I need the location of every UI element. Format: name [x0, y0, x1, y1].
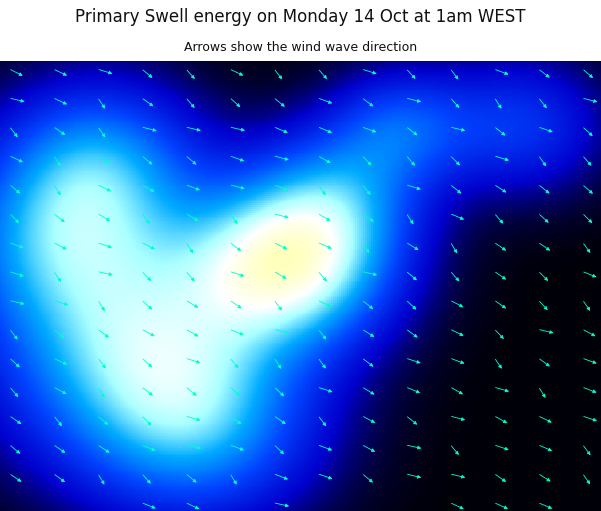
Text: Primary Swell energy on Monday 14 Oct at 1am WEST: Primary Swell energy on Monday 14 Oct at…: [75, 8, 526, 26]
Text: Arrows show the wind wave direction: Arrows show the wind wave direction: [184, 41, 417, 54]
